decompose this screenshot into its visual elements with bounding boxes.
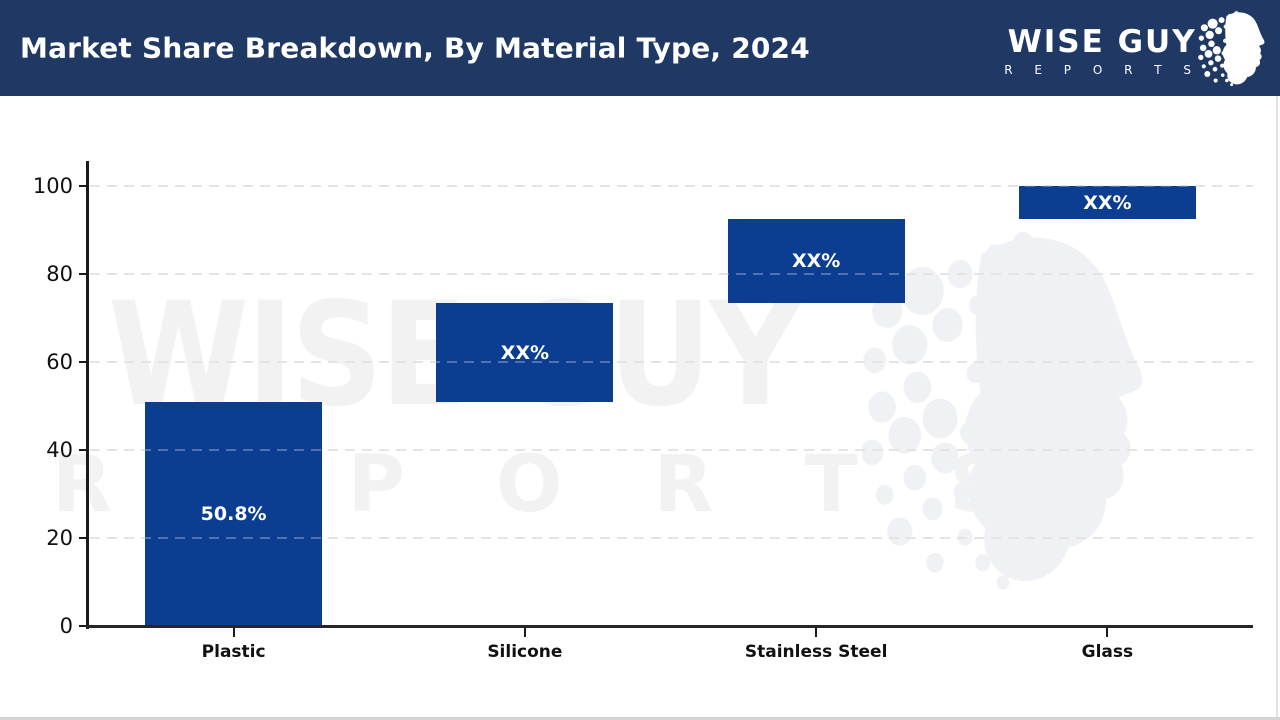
bar-value-label: XX%: [1083, 191, 1132, 214]
x-axis-line: [86, 625, 1253, 628]
bar-value-label: XX%: [500, 341, 550, 364]
header-bar: Market Share Breakdown, By Material Type…: [0, 0, 1280, 96]
y-axis-tick: [79, 625, 88, 627]
bar-value-label: 50.8%: [200, 503, 267, 526]
logo-text: WISE GUY R E P O R T S: [1004, 24, 1200, 77]
y-axis-tick-label: 100: [32, 174, 73, 198]
bar-stainless-steel: XX%: [727, 219, 905, 304]
x-axis-tick: [1106, 628, 1109, 637]
gridline: [90, 361, 1253, 363]
y-axis-tick: [79, 537, 88, 539]
y-axis-tick-label: 80: [46, 262, 73, 286]
gridline-overlay: [90, 185, 1253, 187]
x-axis-category-label: Silicone: [487, 642, 563, 662]
logo-face-icon: [1198, 11, 1265, 87]
bar-value-label: XX%: [791, 250, 841, 273]
x-axis-category-label: Glass: [1081, 642, 1134, 662]
y-axis-tick: [79, 185, 88, 187]
y-axis-tick-label: 60: [46, 350, 73, 374]
y-axis-tick: [79, 361, 88, 363]
bar-glass: XX%: [1018, 186, 1196, 219]
x-axis-tick: [232, 628, 235, 637]
y-axis-tick-label: 20: [46, 526, 73, 550]
gridline: [90, 449, 1253, 451]
gridline: [90, 185, 1253, 187]
chart-plot-area: 0 20 40 60 80 100 50.8% Plastic XX% Silicone XX% St…: [0, 96, 1280, 720]
y-axis-tick-label: 40: [46, 438, 73, 462]
x-axis-tick: [523, 628, 526, 637]
bottom-border: [0, 717, 1280, 720]
x-axis-tick: [815, 628, 818, 637]
right-border: [1276, 96, 1278, 717]
x-axis-category-label: Stainless Steel: [744, 642, 888, 662]
x-axis-category-label: Plastic: [201, 642, 266, 662]
gridline-overlay: [90, 449, 1253, 451]
y-axis-tick: [79, 273, 88, 275]
bar-plastic: 50.8%: [145, 402, 323, 626]
gridline: [90, 537, 1253, 539]
wise-guy-reports-logo: WISE GUY R E P O R T S: [1004, 8, 1266, 90]
gridline-overlay: [90, 273, 1253, 275]
gridline-overlay: [90, 361, 1253, 363]
logo-wordmark: WISE GUY: [1007, 24, 1197, 60]
y-axis-line: [86, 161, 89, 629]
y-axis-tick-label: 0: [59, 614, 73, 638]
bar-silicone: XX%: [436, 303, 614, 403]
chart-title: Market Share Breakdown, By Material Type…: [20, 31, 810, 65]
logo-subtitle: R E P O R T S: [1004, 63, 1200, 77]
y-axis-tick: [79, 449, 88, 451]
gridline: [90, 273, 1253, 275]
gridline-overlay: [90, 537, 1253, 539]
